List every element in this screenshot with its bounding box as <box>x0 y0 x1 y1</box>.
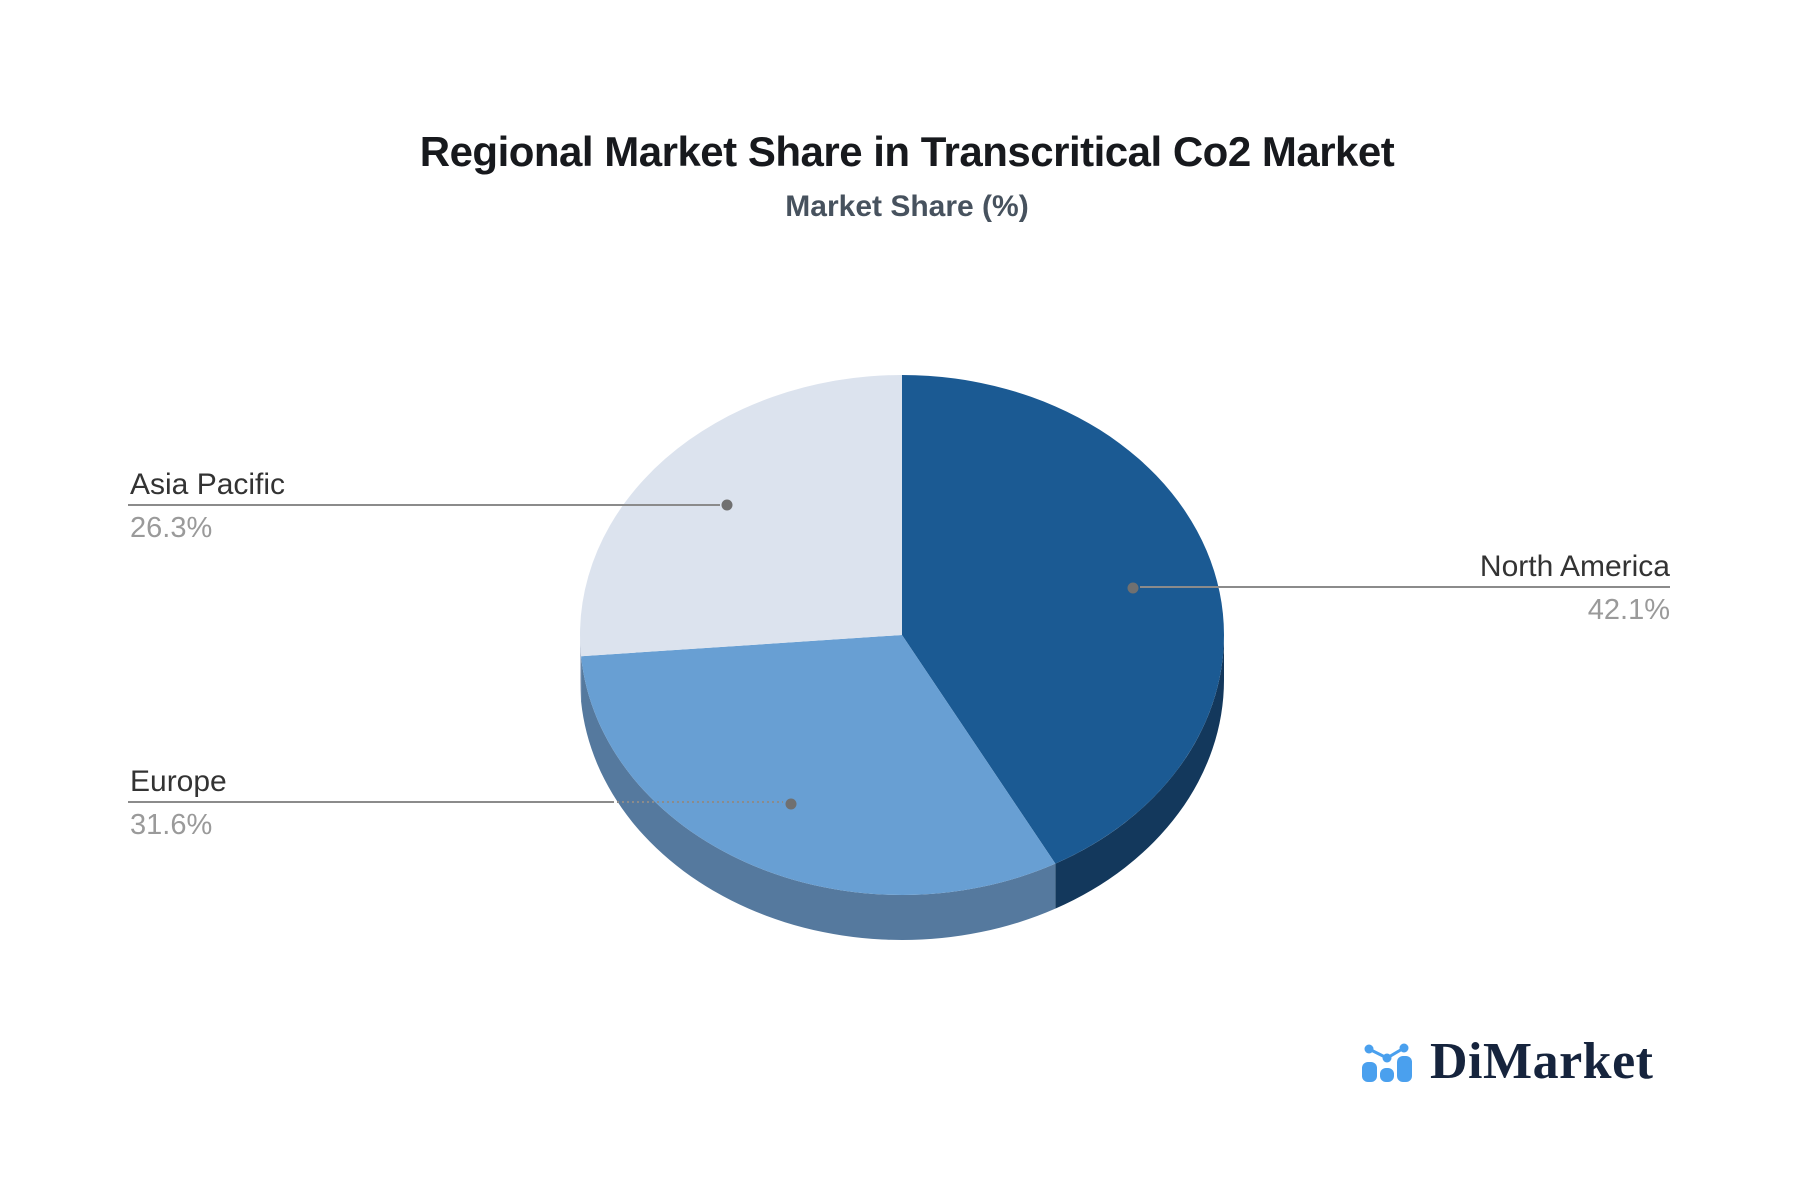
slice-asia-pacific-side <box>580 635 582 702</box>
bar-line-chart-icon <box>1362 1043 1412 1082</box>
brand-logo: DiMarket <box>1358 1033 1654 1091</box>
slice-europe-side <box>581 656 1056 941</box>
connector-dot-asia-pacific <box>721 499 733 511</box>
slice-asia-pacific-face <box>580 375 902 657</box>
label-europe: Europe <box>130 765 227 798</box>
label-north-america: North America <box>1479 550 1670 583</box>
brand-name: DiMarket <box>1430 1033 1654 1091</box>
value-north-america: 42.1% <box>1587 594 1670 626</box>
slice-north-america-face <box>902 375 1224 864</box>
slice-north-america-side <box>1055 635 1224 909</box>
chart-subtitle: Market Share (%) <box>785 190 1029 223</box>
chart-title: Regional Market Share in Transcritical C… <box>419 128 1395 175</box>
slice-europe-face <box>581 635 1056 895</box>
value-asia-pacific: 26.3% <box>130 512 213 544</box>
label-asia-pacific: Asia Pacific <box>130 468 286 501</box>
connector-dot-north-america <box>1127 582 1139 594</box>
connector-dot-europe <box>785 798 797 810</box>
value-europe: 31.6% <box>130 809 213 841</box>
